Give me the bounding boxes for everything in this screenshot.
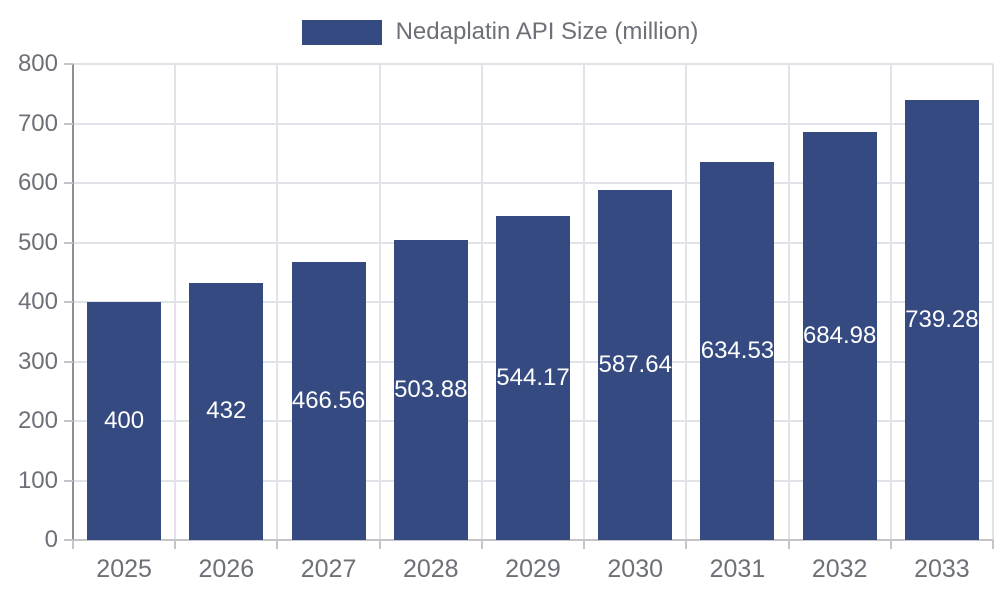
bar-2025[interactable] [87, 302, 162, 540]
gridline-vertical [480, 64, 483, 540]
bar-2032[interactable] [802, 132, 877, 540]
gridline-vertical [378, 64, 381, 540]
x-axis-tick-label: 2033 [914, 555, 970, 583]
y-axis-tick [64, 182, 73, 184]
x-axis-tick [889, 540, 892, 549]
y-axis-tick [64, 539, 73, 541]
x-axis-tick [72, 540, 74, 549]
y-axis-tick [64, 122, 73, 125]
bar-2029[interactable] [496, 216, 570, 540]
y-axis-tick-label: 0 [44, 526, 58, 553]
gridline-vertical [992, 64, 994, 540]
y-axis-tick-label: 200 [17, 407, 58, 434]
x-axis-tick-label: 2032 [811, 555, 868, 583]
x-axis-tick-label: 2027 [300, 555, 357, 583]
y-axis-tick [64, 241, 73, 244]
gridline-horizontal [73, 63, 993, 65]
x-axis-tick-label: 2026 [198, 555, 255, 583]
gridline-vertical [889, 64, 892, 540]
y-axis-tick [64, 360, 73, 363]
x-axis-tick-label: 2030 [607, 555, 664, 583]
x-axis-tick-label: 2028 [402, 555, 459, 583]
x-axis-tick [174, 540, 177, 549]
y-axis-tick-label: 700 [17, 109, 58, 137]
bar-2033[interactable] [904, 100, 979, 540]
x-axis-tick [378, 540, 381, 549]
x-axis-tick [787, 540, 790, 549]
y-axis-tick-label: 300 [17, 347, 58, 375]
x-axis-tick [992, 540, 994, 549]
x-axis-tick-label: 2025 [96, 555, 152, 583]
gridline-horizontal [73, 182, 993, 184]
y-axis-tick-label: 600 [17, 169, 58, 196]
gridline-vertical [787, 64, 790, 540]
y-axis-tick [64, 301, 73, 303]
y-axis-tick [64, 420, 73, 422]
x-axis-tick [276, 540, 279, 549]
legend-item[interactable]: Nedaplatin API Size (million) [0, 16, 1000, 48]
x-axis-tick [685, 540, 688, 549]
y-axis-tick-label: 800 [17, 50, 58, 77]
x-axis-tick [583, 540, 586, 549]
bar-2026[interactable] [189, 282, 264, 540]
y-axis-tick-label: 500 [17, 228, 58, 256]
y-axis-line [72, 64, 74, 549]
legend-label: Nedaplatin API Size (million) [395, 18, 699, 45]
y-axis-tick-label: 400 [17, 288, 58, 315]
gridline-vertical [583, 64, 586, 540]
x-axis-tick-label: 2031 [709, 555, 766, 583]
bar-2027[interactable] [291, 262, 366, 540]
gridline-vertical [685, 64, 688, 540]
bar-2030[interactable] [598, 190, 673, 540]
y-axis-tick [64, 479, 73, 482]
x-axis-line [73, 539, 993, 541]
gridline-horizontal [73, 122, 993, 125]
x-axis-tick-label: 2029 [505, 555, 561, 583]
legend-swatch [301, 19, 382, 45]
y-axis-tick-label: 100 [17, 466, 58, 494]
gridline-vertical [276, 64, 279, 540]
y-axis-tick [64, 63, 73, 65]
bar-2031[interactable] [700, 162, 775, 540]
bar-2028[interactable] [393, 240, 468, 540]
gridline-vertical [174, 64, 177, 540]
x-axis-tick [480, 540, 483, 549]
